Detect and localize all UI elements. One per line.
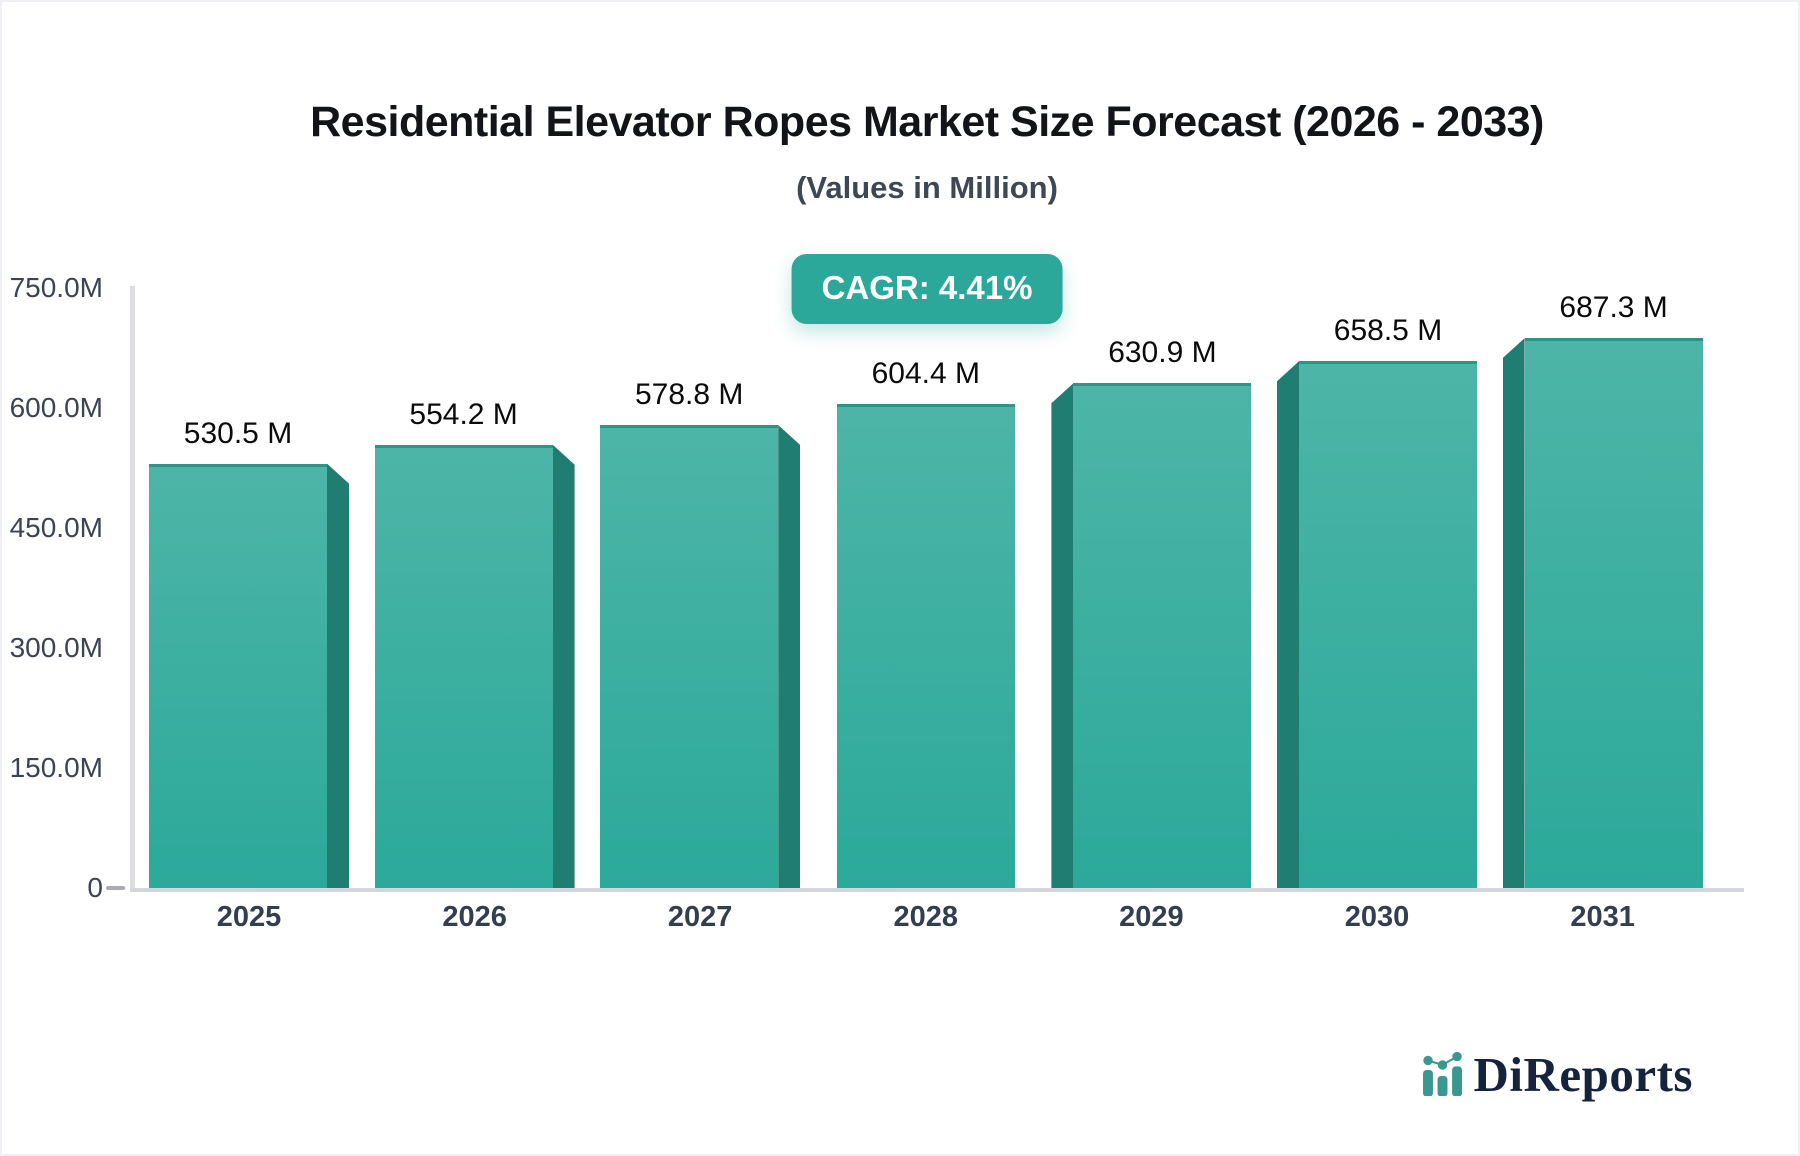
chart-title: Residential Elevator Ropes Market Size F… — [310, 98, 1544, 146]
bar-side-shadow — [1277, 361, 1299, 888]
bar-value-label: 530.5 M — [183, 416, 293, 450]
bar-value-label: 687.3 M — [1559, 291, 1668, 325]
bar-value-label: 630.9 M — [1108, 336, 1217, 370]
bar-2030 — [1299, 361, 1477, 888]
bar-2026 — [374, 444, 553, 888]
bar-2029 — [1073, 383, 1252, 888]
y-tick-label: 450.0M — [9, 512, 103, 543]
bar-side-shadow — [327, 463, 349, 888]
bar-value-label: 554.2 M — [409, 397, 518, 431]
bar-2031 — [1524, 338, 1703, 888]
x-axis-label-2028: 2028 — [893, 901, 959, 933]
y-tick-label: 300.0M — [9, 632, 103, 663]
bar-2027 — [600, 424, 779, 888]
x-axis-baseline — [130, 888, 1744, 892]
bar-side-shadow — [1051, 383, 1074, 888]
y-tick-label: 0 — [87, 872, 103, 903]
bar-value-label: 578.8 M — [634, 377, 744, 411]
brand-logo: DiReports — [1422, 1047, 1693, 1102]
cagr-badge: CAGR: 4.41% — [791, 254, 1063, 324]
mini-bar-chart-icon — [1423, 1051, 1463, 1096]
bar-side-shadow — [1502, 338, 1525, 888]
zero-tick-mark — [106, 886, 125, 890]
bar-value-label: 604.4 M — [871, 357, 980, 391]
x-axis-label-2026: 2026 — [442, 901, 507, 933]
y-tick-label: 750.0M — [9, 272, 103, 303]
bar-side-shadow — [552, 444, 575, 888]
bar-side-shadow — [778, 424, 801, 888]
x-axis-label-2029: 2029 — [1119, 901, 1184, 933]
x-axis-label-2027: 2027 — [667, 901, 733, 933]
chart-subtitle: (Values in Million) — [796, 170, 1058, 205]
brand-logo-text: DiReports — [1473, 1047, 1693, 1102]
y-axis-line — [130, 286, 135, 892]
bar-2028 — [836, 404, 1015, 888]
y-tick-label: 150.0M — [9, 752, 103, 783]
y-tick-label: 600.0M — [9, 392, 103, 423]
x-axis-label-2030: 2030 — [1344, 901, 1410, 933]
bar-value-label: 658.5 M — [1333, 314, 1443, 348]
x-axis-label-2025: 2025 — [216, 901, 282, 933]
bar-2025 — [149, 463, 327, 888]
x-axis-label-2031: 2031 — [1570, 901, 1635, 933]
